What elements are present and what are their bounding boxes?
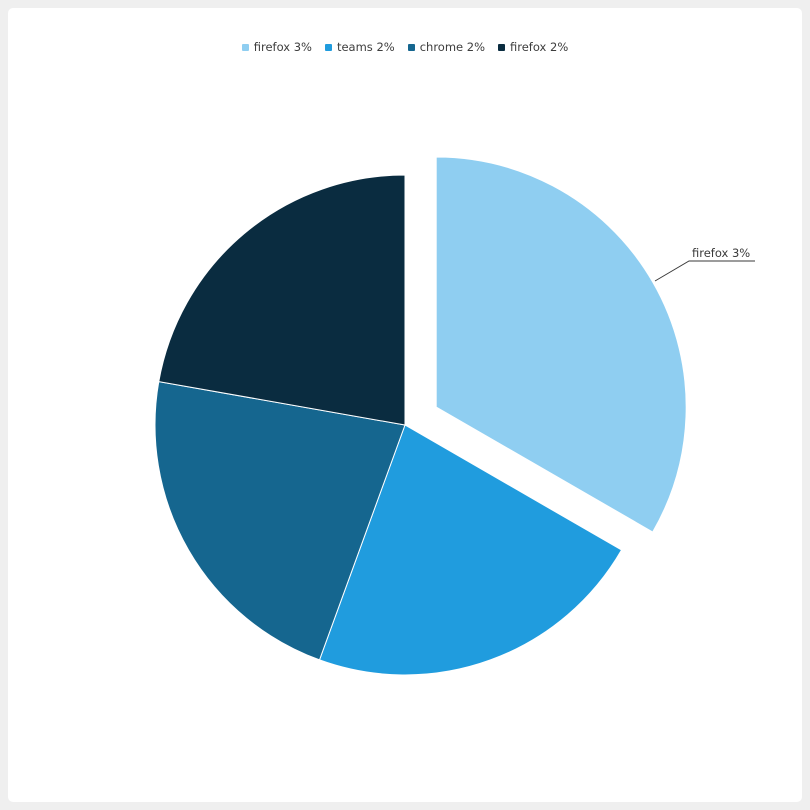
legend-marker-icon (498, 44, 506, 51)
legend-label: teams 2% (336, 40, 395, 54)
pie-slice-chrome-2-[interactable] (154, 381, 406, 661)
pie-slice-firefox-2-[interactable] (158, 174, 406, 426)
pie-slice-teams-2-[interactable] (318, 424, 623, 676)
legend-item-chrome-2[interactable]: chrome 2% (407, 40, 486, 55)
chart-legend: firefox 3% teams 2% chrome 2% firefox 2% (8, 40, 802, 55)
legend-label: chrome 2% (419, 40, 486, 54)
legend-marker-icon (324, 44, 332, 51)
annotation-leader-line (654, 260, 755, 282)
legend-label: firefox 3% (253, 40, 312, 54)
pie-slice-firefox-3-[interactable] (435, 156, 687, 533)
legend-item-teams-2[interactable]: teams 2% (324, 40, 395, 55)
annotation-label: firefox 3% (692, 246, 750, 260)
legend-item-firefox-2[interactable]: firefox 2% (498, 40, 568, 55)
legend-marker-icon (407, 44, 415, 51)
legend-item-firefox-3[interactable]: firefox 3% (241, 40, 312, 55)
legend-marker-icon (241, 44, 249, 51)
pie-chart: firefox 3% (154, 156, 755, 676)
legend-label: firefox 2% (510, 40, 569, 54)
chart-card: firefox 3% firefox 3% teams 2% chrome 2%… (8, 8, 802, 802)
